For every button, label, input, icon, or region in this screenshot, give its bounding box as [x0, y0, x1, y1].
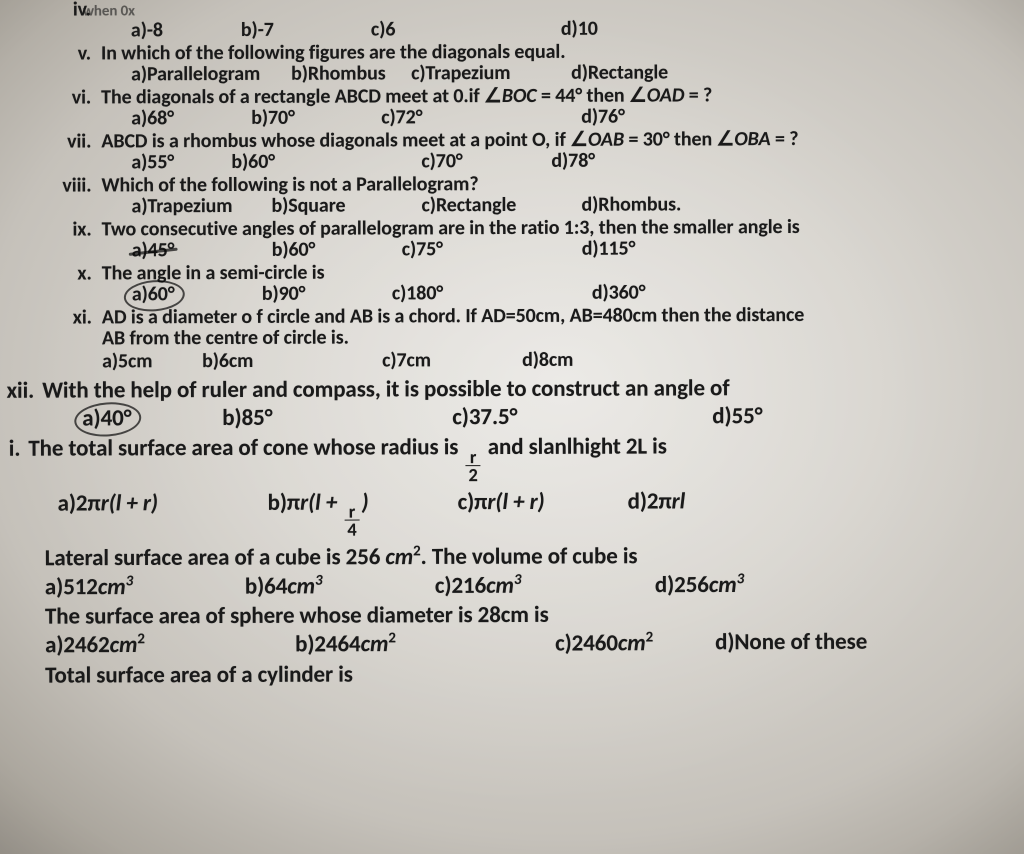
- q-viii-opt-d: d)Rhombus.: [581, 194, 681, 215]
- q-cylinder-stem: Total surface area of a cylinder is: [45, 661, 1015, 689]
- q-xii-opt-b: b)85°: [222, 405, 452, 430]
- q-vi-opt-d: d)76°: [581, 107, 625, 128]
- q-vii-opt-d: d)78°: [551, 151, 595, 172]
- q-ix-opt-c: c)75°: [402, 239, 582, 261]
- q-v-options: a)Parallelogram b)Rhombus c)Trapezium d)…: [1, 61, 1013, 86]
- q-cube: Lateral surface area of a cube is 256 cm…: [3, 542, 1015, 570]
- q-vi-options: a)68° b)70° c)72° d)76°: [1, 105, 1013, 130]
- q-cone-stem: The total surface area of cone whose rad…: [28, 434, 1014, 486]
- q-cone: i. The total surface area of cone whose …: [2, 434, 1014, 486]
- q-xii-label: xii.: [2, 379, 42, 403]
- q-cube-opt-d: d)256cm3: [655, 572, 744, 597]
- q-xii-options: a)40° b)85° c)37.5° d)55°: [2, 403, 1014, 431]
- q-cube-stem: Lateral surface area of a cube is 256 cm…: [45, 542, 1015, 570]
- q-x-opt-c: c)180°: [392, 283, 592, 305]
- q-xii-opt-c: c)37.5°: [452, 404, 712, 429]
- q-viii-opt-c: c)Rectangle: [421, 195, 581, 217]
- q-x-opt-d: d)360°: [592, 283, 646, 304]
- q-xi-stem2: AB from the centre of circle is.: [102, 325, 1014, 349]
- q-ix-label: ix.: [2, 219, 102, 240]
- q-sphere-opt-d: d)None of these: [715, 630, 867, 655]
- q-iv-opt-c: c)6: [371, 19, 561, 41]
- q-xi-label: xi.: [2, 307, 102, 328]
- q-sphere-opt-a: a)2462cm2: [45, 632, 295, 658]
- q-vii-options: a)55° b)60° c)70° d)78°: [1, 149, 1013, 174]
- q-xi-opt-c: c)7cm: [382, 350, 522, 371]
- q-v-opt-b: b)Rhombus: [291, 63, 411, 84]
- q-viii-label: viii.: [1, 175, 101, 196]
- q-v-label: v.: [1, 43, 101, 64]
- q-ix-opt-d: d)115°: [582, 239, 636, 260]
- q-viii-opt-a: a)Trapezium: [131, 196, 271, 217]
- q-xii-opt-d: d)55°: [712, 404, 762, 428]
- q-x-label: x.: [2, 263, 102, 284]
- q-xii-opt-a: a)40°: [82, 406, 222, 431]
- q-viii-options: a)Trapezium b)Square c)Rectangle d)Rhomb…: [1, 193, 1013, 218]
- q-vi-opt-c: c)72°: [381, 107, 581, 129]
- q-v-opt-a: a)Parallelogram: [131, 64, 291, 86]
- q-cone-label: i.: [2, 437, 28, 461]
- q-xii: xii. With the help of ruler and compass,…: [2, 375, 1014, 403]
- q-iv-options: a)-8 b)-7 c)6 d)10: [1, 17, 1013, 42]
- q-iv-opt-b: b)-7: [241, 19, 371, 40]
- q-sphere-stem: The surface area of sphere whose diamete…: [45, 602, 1015, 630]
- q-xi-opt-d: d)8cm: [522, 350, 573, 371]
- q-sphere: The surface area of sphere whose diamete…: [3, 602, 1015, 630]
- q-vi-label: vi.: [1, 87, 101, 108]
- q-cube-opt-a: a)512cm3: [45, 573, 245, 598]
- q-cube-options: a)512cm3 b)64cm3 c)216cm3 d)256cm3: [3, 571, 1015, 599]
- q-x-options: a)60° b)90° c)180° d)360°: [2, 281, 1014, 306]
- q-xii-stem: With the help of ruler and compass, it i…: [42, 375, 1014, 403]
- q-x-opt-b: b)90°: [262, 283, 392, 304]
- q-v-opt-c: c)Trapezium: [411, 63, 571, 85]
- q-vi-opt-b: b)70°: [251, 107, 381, 128]
- q-ix-opt-a: a)45°: [132, 240, 272, 261]
- q-ix-opt-b: b)60°: [272, 239, 402, 260]
- q-vii-opt-c: c)70°: [421, 151, 551, 172]
- q-cone-opt-c: c)πr(l + r): [458, 489, 628, 538]
- q-ix-options: a)45° b)60° c)75° d)115°: [2, 237, 1014, 262]
- q-sphere-options: a)2462cm2 b)2464cm2 c)2460cm2 d)None of …: [3, 630, 1015, 658]
- q-sphere-opt-c: c)2460cm2: [555, 631, 715, 656]
- q-xi-options: a)5cm b)6cm c)7cm d)8cm: [2, 348, 1014, 373]
- q-cone-options: a)2πr(l + r) b)πr(l + r4) c)πr(l + r) d)…: [3, 488, 1015, 540]
- q-vi-opt-a: a)68°: [131, 108, 251, 129]
- q-vii-opt-b: b)60°: [231, 151, 421, 173]
- q-xi-opt-b: b)6cm: [202, 350, 382, 372]
- q-cube-opt-b: b)64cm3: [245, 573, 435, 598]
- q-vii-label: vii.: [1, 131, 101, 152]
- q-cone-opt-b: b)πr(l + r4): [268, 490, 458, 539]
- q-sphere-opt-b: b)2464cm2: [295, 631, 555, 657]
- q-cone-opt-a: a)2πr(l + r): [58, 490, 268, 539]
- q-x-opt-a: a)60°: [132, 284, 262, 305]
- q-vii-opt-a: a)55°: [131, 152, 231, 173]
- q-cube-opt-c: c)216cm3: [435, 572, 655, 598]
- q-iv-opt-a: a)-8: [131, 20, 241, 41]
- q-xi-opt-a: a)5cm: [102, 351, 202, 372]
- q-iv-opt-d: d)10: [561, 19, 598, 40]
- q-cone-opt-d: d)2πrl: [628, 489, 686, 537]
- q-iv-stem-fragment: when 0x: [83, 1, 1013, 20]
- q-viii-opt-b: b)Square: [271, 195, 421, 217]
- q-cylinder: Total surface area of a cylinder is: [3, 661, 1015, 689]
- q-v-opt-d: d)Rectangle: [571, 62, 668, 83]
